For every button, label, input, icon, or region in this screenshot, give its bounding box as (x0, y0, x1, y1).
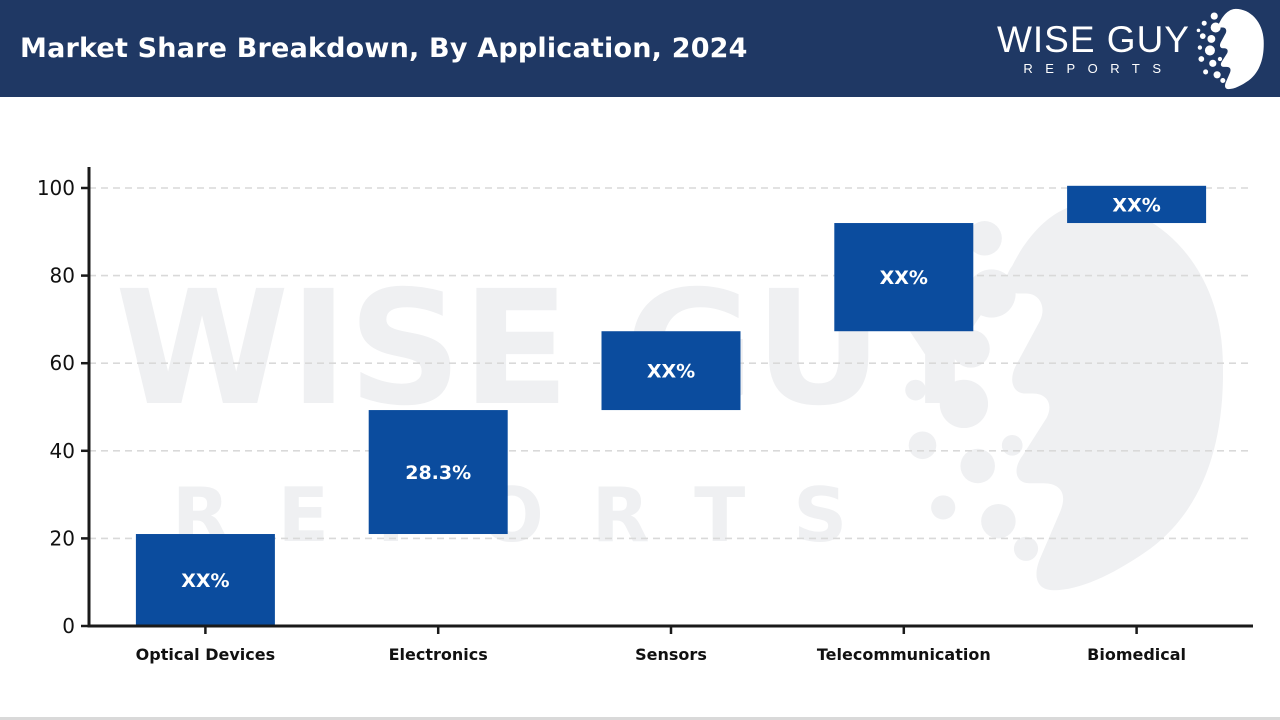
bar-value-label: XX% (647, 361, 695, 383)
bottom-border (0, 717, 1280, 720)
watermark-face-dots-icon (900, 203, 1224, 591)
x-category-label: Sensors (635, 645, 707, 664)
bar-value-label: XX% (880, 267, 928, 289)
bar-value-label: 28.3% (405, 462, 471, 484)
bar-electronics (368, 410, 508, 535)
bar-value-label: XX% (1112, 194, 1160, 216)
bar-biomedical (1067, 185, 1207, 224)
y-tick-label: 60 (50, 351, 75, 375)
x-category-label: Optical Devices (136, 645, 275, 664)
bar-telecommunication (834, 223, 974, 332)
watermark-text-line2: REPORTS (172, 471, 896, 559)
bar-value-label: XX% (181, 570, 229, 592)
header: Market Share Breakdown, By Application, … (0, 0, 1280, 97)
y-tick-label: 80 (50, 264, 75, 288)
y-tick-label: 40 (50, 439, 75, 463)
logo-face-dots-icon (1196, 8, 1264, 89)
page-title: Market Share Breakdown, By Application, … (20, 33, 748, 64)
wiseguy-logo: WISE GUY REPORTS (997, 6, 1270, 92)
logo-subtitle: REPORTS (1023, 61, 1174, 76)
logo-text: WISE GUY REPORTS (997, 21, 1190, 76)
y-tick-label: 0 (62, 614, 75, 638)
y-tick-label: 20 (50, 526, 75, 550)
bar-sensors (601, 331, 741, 411)
y-tick-label: 100 (37, 176, 75, 200)
x-category-label: Telecommunication (817, 645, 991, 664)
bar-optical-devices (135, 534, 275, 626)
x-category-label: Electronics (389, 645, 488, 664)
logo-name: WISE GUY (996, 19, 1190, 60)
x-category-label: Biomedical (1087, 645, 1186, 664)
